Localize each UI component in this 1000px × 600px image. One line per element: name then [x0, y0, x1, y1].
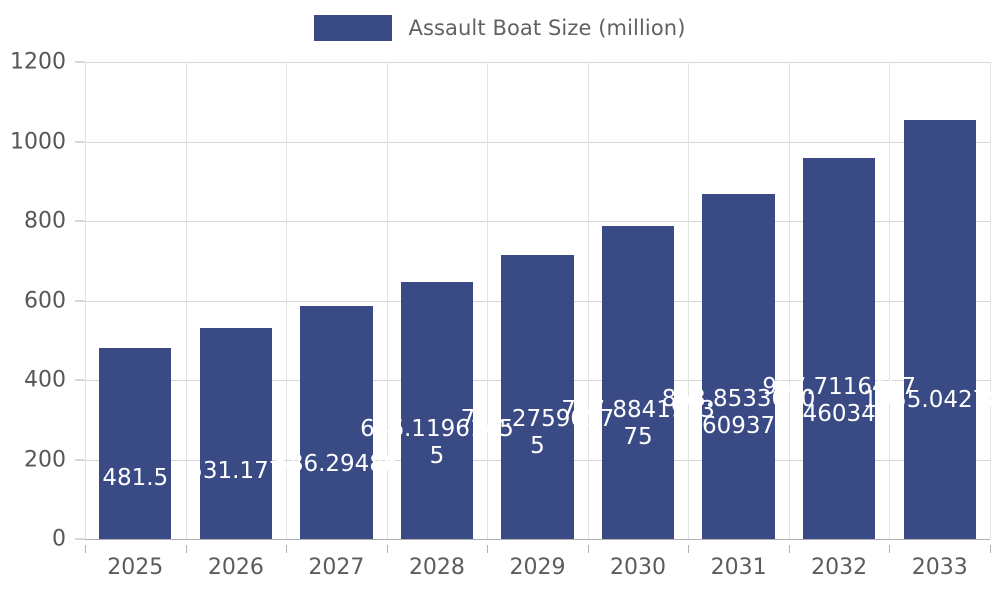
y-tick-mark	[75, 538, 85, 540]
vertical-gridline	[487, 62, 488, 539]
x-tick-mark	[186, 545, 187, 553]
bar-2027[interactable]	[300, 305, 373, 539]
y-tick-mark	[75, 459, 85, 460]
y-tick-label-0: 0	[52, 526, 66, 552]
bar-2032[interactable]	[802, 158, 876, 539]
x-tick-mark	[387, 545, 388, 553]
y-tick-label-800: 800	[24, 208, 66, 234]
x-tick-label-2033: 2033	[911, 555, 968, 580]
x-tick-label-2027: 2027	[308, 555, 365, 580]
x-tick-mark	[588, 545, 589, 553]
vertical-gridline	[286, 62, 287, 539]
x-tick-mark	[688, 545, 689, 553]
x-tick-mark	[889, 545, 890, 553]
y-tick-mark	[75, 300, 85, 301]
bar-2026[interactable]	[199, 327, 273, 539]
x-tick-mark	[85, 545, 86, 553]
x-tick-mark	[789, 545, 790, 553]
legend-label-assault-boat-size: Assault Boat Size (million)	[408, 16, 686, 40]
gridline-800	[85, 221, 990, 222]
bar-2028[interactable]	[400, 282, 474, 539]
bar-2025[interactable]	[99, 347, 172, 539]
x-tick-mark	[286, 545, 287, 553]
vertical-gridline	[990, 62, 991, 539]
chart-legend: Assault Boat Size (million)	[0, 10, 1000, 46]
x-tick-label-2026: 2026	[207, 555, 264, 580]
vertical-gridline	[688, 62, 689, 539]
y-tick-label-600: 600	[24, 288, 66, 313]
gridline-1000	[85, 141, 990, 143]
x-tick-label-2028: 2028	[408, 555, 465, 580]
vertical-gridline	[789, 62, 790, 539]
y-tick-label-400: 400	[24, 367, 66, 393]
vertical-gridline	[85, 62, 86, 539]
vertical-gridline	[889, 62, 890, 539]
bar-2029[interactable]	[501, 255, 574, 539]
bar-2030[interactable]	[601, 225, 675, 539]
y-axis-ticks: 0 200 400 600 800 1000 1200	[0, 50, 1000, 552]
y-tick-label-1200: 1200	[10, 49, 66, 75]
y-tick-mark	[75, 61, 85, 63]
plot-area: 481.5 531.177 586.29486 646.11961455 714.275…	[85, 62, 1000, 540]
x-tick-label-2029: 2029	[509, 555, 566, 580]
x-tick-mark	[487, 545, 488, 553]
vertical-gridline	[588, 62, 589, 539]
x-axis-ticks: 2025 2026 2027 2028 2029 2030 2031 2032 2033	[85, 545, 991, 590]
y-tick-mark	[75, 379, 85, 381]
bar-2031[interactable]	[702, 193, 775, 539]
vertical-gridline	[387, 62, 388, 539]
y-tick-mark	[75, 141, 85, 142]
y-tick-label-200: 200	[24, 447, 66, 472]
gridline-0	[85, 539, 990, 540]
bar-2033[interactable]	[903, 119, 976, 539]
x-tick-label-2030: 2030	[610, 555, 667, 580]
x-tick-label-2025: 2025	[107, 555, 164, 580]
x-tick-label-2032: 2032	[811, 555, 868, 580]
x-tick-mark	[990, 545, 991, 553]
vertical-gridline	[186, 62, 187, 539]
y-tick-mark	[75, 220, 85, 222]
legend-swatch-assault-boat-size	[314, 15, 393, 41]
gridline-1200	[85, 62, 990, 63]
y-tick-label-1000: 1000	[10, 129, 66, 154]
x-tick-label-2031: 2031	[710, 555, 767, 580]
